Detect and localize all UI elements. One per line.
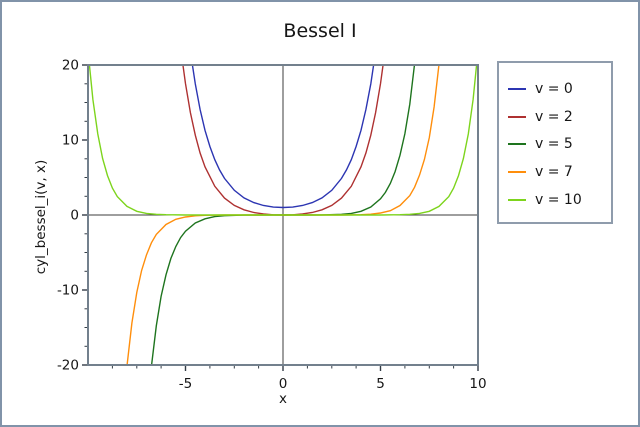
- chart-title: Bessel I: [283, 20, 357, 42]
- y-tick-label: -10: [57, 283, 79, 299]
- legend-entry: v = 5: [508, 134, 611, 154]
- y-tick-label: 20: [62, 58, 79, 74]
- x-axis-label: x: [279, 391, 287, 407]
- y-axis-label: cyl_bessel_i(v, x): [33, 159, 49, 275]
- legend-swatch-v2: [508, 115, 526, 118]
- x-tick-label: -5: [179, 376, 192, 392]
- legend-swatch-v5: [508, 143, 526, 146]
- legend-label: v = 0: [535, 80, 573, 97]
- plot-frame: [87, 64, 479, 366]
- legend-label: v = 10: [535, 192, 582, 209]
- x-tick-label: 0: [279, 376, 288, 392]
- legend-entry: v = 0: [508, 79, 611, 99]
- legend-label: v = 7: [535, 164, 573, 181]
- x-tick-label: 10: [469, 376, 486, 392]
- legend-box: v = 0 v = 2 v = 5 v = 7 v = 10: [497, 61, 613, 224]
- series-v10: [88, 65, 478, 216]
- x-tick-label: 5: [376, 376, 385, 392]
- legend-entry: v = 2: [508, 107, 611, 127]
- minor-ticks: [84, 83, 455, 369]
- y-tick-label: 10: [62, 133, 79, 149]
- legend-entry: v = 7: [508, 162, 611, 182]
- series-v0: [191, 65, 375, 209]
- major-ticks: [82, 64, 479, 371]
- legend-swatch-v10: [508, 199, 526, 202]
- legend-swatch-v7: [508, 171, 526, 174]
- legend-entry: v = 10: [508, 190, 611, 210]
- legend-label: v = 2: [535, 108, 573, 125]
- legend-label: v = 5: [535, 136, 573, 153]
- y-tick-label: 0: [70, 208, 79, 224]
- legend-swatch-v0: [508, 87, 526, 90]
- tick-labels: -5 0 5 10 20 10 0 -10 -20: [57, 58, 487, 393]
- y-tick-label: -20: [57, 358, 79, 374]
- series-lines: [88, 65, 478, 365]
